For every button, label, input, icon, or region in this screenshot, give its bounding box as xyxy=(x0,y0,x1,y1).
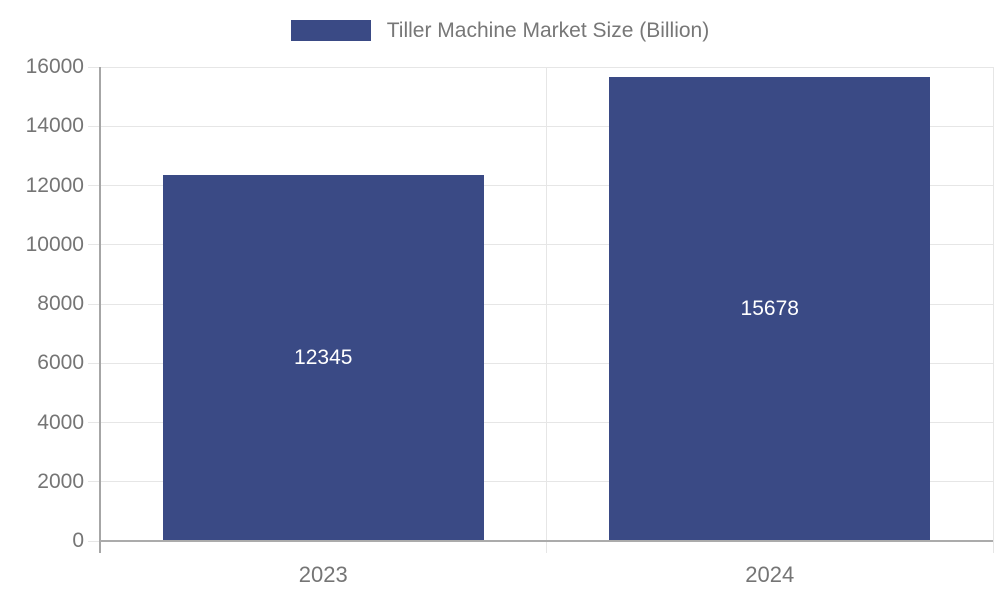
bar-value-label: 15678 xyxy=(740,296,799,320)
y-axis-tick xyxy=(88,66,100,68)
plot-area: 12345 15678 xyxy=(100,66,993,541)
y-axis-tick xyxy=(88,422,100,423)
y-axis-line xyxy=(99,67,101,553)
gridline-vertical xyxy=(546,67,547,553)
legend-label: Tiller Machine Market Size (Billion) xyxy=(386,19,710,42)
x-tick-label-2024: 2024 xyxy=(745,562,795,587)
y-axis-tick xyxy=(88,362,100,364)
y-tick-label: 12000 xyxy=(25,173,84,197)
x-tick-label-2023: 2023 xyxy=(298,562,348,587)
x-axis-line xyxy=(100,540,993,542)
y-tick-label: 8000 xyxy=(37,292,84,315)
y-axis-tick xyxy=(88,244,100,246)
y-tick-label: 16000 xyxy=(25,55,84,78)
y-axis-tick xyxy=(88,125,100,127)
y-tick-label: 4000 xyxy=(37,410,84,434)
gridline-vertical xyxy=(992,67,994,553)
bar-2024[interactable] xyxy=(609,76,931,541)
y-axis-tick xyxy=(88,540,100,542)
bar-2023[interactable] xyxy=(162,175,484,541)
y-axis-tick xyxy=(88,185,100,186)
y-tick-label: 6000 xyxy=(37,351,84,375)
legend-swatch xyxy=(290,20,371,41)
bar-value-label: 12345 xyxy=(294,346,353,370)
y-tick-label: 14000 xyxy=(25,114,84,138)
y-axis-tick xyxy=(88,481,100,483)
y-tick-label: 2000 xyxy=(37,469,84,493)
y-axis-tick xyxy=(88,303,100,305)
legend[interactable]: Tiller Machine Market Size (Billion) xyxy=(0,18,1000,43)
y-tick-label: 10000 xyxy=(25,232,84,256)
y-tick-label: 0 xyxy=(72,529,84,552)
